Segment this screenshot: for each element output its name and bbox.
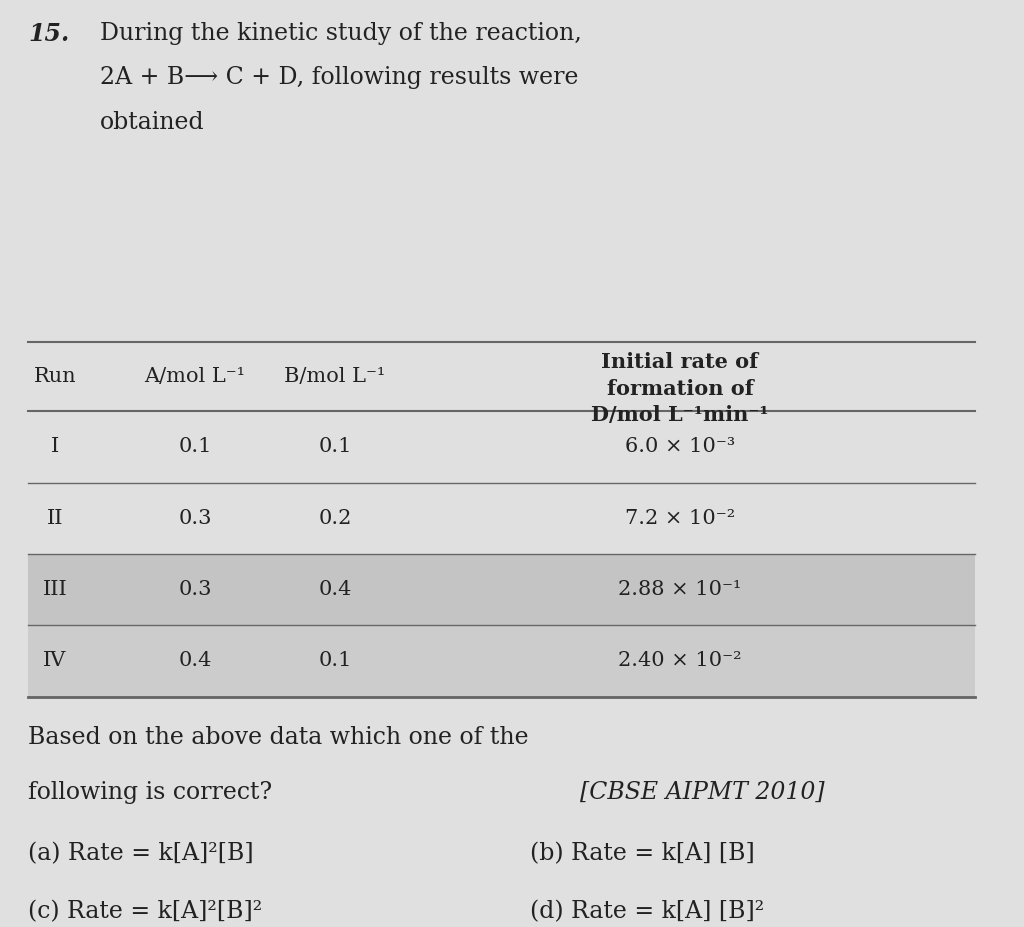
Text: 0.4: 0.4 (318, 580, 351, 599)
Text: 2A + B⟶ C + D, following results were: 2A + B⟶ C + D, following results were (100, 67, 579, 89)
Text: 0.3: 0.3 (178, 580, 212, 599)
Text: III: III (43, 580, 68, 599)
Text: (d) Rate = k[A] [B]²: (d) Rate = k[A] [B]² (530, 900, 764, 922)
Text: 0.1: 0.1 (178, 438, 212, 456)
Text: 15.: 15. (28, 22, 70, 45)
Text: 0.3: 0.3 (178, 509, 212, 527)
Text: IV: IV (43, 652, 67, 670)
Text: obtained: obtained (100, 111, 205, 134)
Text: 0.2: 0.2 (318, 509, 351, 527)
Text: 7.2 × 10⁻²: 7.2 × 10⁻² (625, 509, 735, 527)
Text: D/mol L⁻¹min⁻¹: D/mol L⁻¹min⁻¹ (591, 405, 769, 425)
Text: I: I (51, 438, 59, 456)
Text: formation of: formation of (606, 378, 754, 399)
Text: [CBSE AIPMT 2010]: [CBSE AIPMT 2010] (580, 781, 824, 804)
Text: following is correct?: following is correct? (28, 781, 272, 804)
Text: During the kinetic study of the reaction,: During the kinetic study of the reaction… (100, 22, 582, 44)
Text: B/mol L⁻¹: B/mol L⁻¹ (285, 367, 386, 386)
Text: 2.40 × 10⁻²: 2.40 × 10⁻² (618, 652, 741, 670)
Text: 0.4: 0.4 (178, 652, 212, 670)
Text: 0.1: 0.1 (318, 438, 352, 456)
Text: 0.1: 0.1 (318, 652, 352, 670)
Text: Run: Run (34, 367, 77, 386)
Text: (a) Rate = k[A]²[B]: (a) Rate = k[A]²[B] (28, 843, 254, 865)
Text: 2.88 × 10⁻¹: 2.88 × 10⁻¹ (618, 580, 741, 599)
Text: (c) Rate = k[A]²[B]²: (c) Rate = k[A]²[B]² (28, 900, 262, 922)
Text: Initial rate of: Initial rate of (601, 351, 759, 372)
Text: (b) Rate = k[A] [B]: (b) Rate = k[A] [B] (530, 843, 755, 865)
Text: A/mol L⁻¹: A/mol L⁻¹ (144, 367, 246, 386)
Bar (28, 554, 975, 626)
Text: Based on the above data which one of the: Based on the above data which one of the (28, 727, 528, 749)
Bar (28, 626, 975, 697)
Text: II: II (47, 509, 63, 527)
Text: 6.0 × 10⁻³: 6.0 × 10⁻³ (625, 438, 735, 456)
